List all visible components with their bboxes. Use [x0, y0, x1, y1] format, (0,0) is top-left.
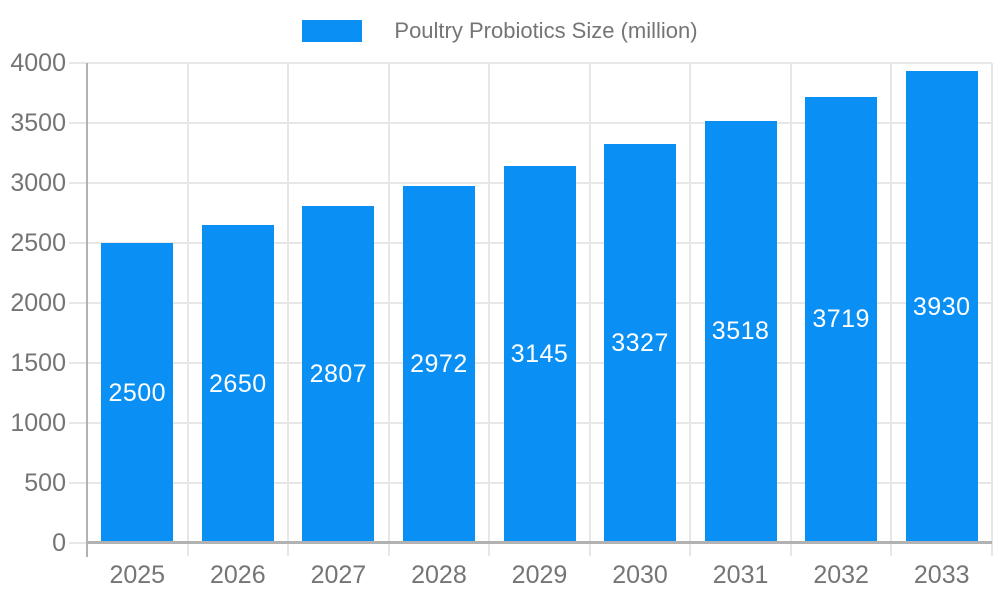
bar: 3327 — [604, 143, 677, 543]
x-axis-tick-label: 2032 — [813, 561, 869, 589]
x-axis-tick-label: 2031 — [712, 561, 769, 589]
bar: 2500 — [101, 243, 174, 543]
vertical-gridline — [287, 63, 290, 556]
bar: 3518 — [704, 120, 777, 543]
x-axis-tick-label: 2030 — [612, 561, 668, 589]
vertical-gridline — [689, 63, 692, 556]
x-axis-tick-label: 2026 — [210, 561, 266, 589]
y-axis-tick-label: 1000 — [10, 409, 66, 437]
legend-label: Poultry Probiotics Size (million) — [394, 18, 698, 43]
bar-value-label: 2500 — [108, 378, 167, 407]
bar-value-label: 3327 — [611, 328, 669, 357]
horizontal-gridline — [69, 122, 992, 124]
vertical-gridline — [789, 63, 792, 556]
x-axis-line — [87, 541, 992, 544]
x-axis-tick-label: 2025 — [109, 561, 166, 589]
vertical-gridline — [991, 63, 993, 556]
x-axis-tick-label: 2028 — [411, 561, 467, 589]
y-axis-tick-label: 3000 — [10, 169, 66, 197]
vertical-gridline — [387, 63, 390, 556]
bar-value-label: 3930 — [912, 292, 971, 321]
vertical-gridline — [588, 63, 591, 556]
legend-swatch-icon — [302, 20, 363, 42]
y-axis-tick-label: 1500 — [10, 349, 66, 377]
vertical-gridline — [488, 63, 491, 556]
y-axis-line — [86, 63, 88, 557]
bar-value-label: 3719 — [812, 305, 870, 334]
bar: 2650 — [201, 225, 274, 543]
y-axis-tick-label: 2500 — [10, 229, 66, 257]
x-axis-tick-label: 2033 — [913, 561, 970, 589]
x-axis-tick-label: 2029 — [511, 561, 568, 589]
y-axis-tick-label: 2000 — [10, 289, 66, 317]
bar: 2807 — [302, 206, 375, 543]
bar: 2972 — [402, 186, 475, 543]
y-axis-tick-label: 500 — [24, 469, 66, 497]
bar-value-label: 3518 — [711, 317, 770, 346]
legend: Poultry Probiotics Size (million) — [0, 18, 1000, 44]
x-axis-tick-label: 2027 — [310, 561, 367, 589]
plot-area: 2500 2650 2807 2972 3145 3327 3518 3719 3930 — [69, 62, 993, 557]
bar: 3930 — [905, 71, 978, 543]
vertical-gridline — [890, 63, 893, 556]
bar: 3719 — [805, 96, 878, 543]
bar-value-label: 2972 — [410, 350, 468, 379]
bar-value-label: 2807 — [309, 360, 368, 389]
legend-item[interactable]: Poultry Probiotics Size (million) — [302, 18, 698, 44]
y-axis-tick-label: 3500 — [10, 109, 66, 137]
bar: 3145 — [503, 165, 576, 543]
y-axis-tick-label: 0 — [52, 529, 66, 557]
bar-value-label: 3145 — [510, 339, 569, 368]
horizontal-gridline — [69, 62, 992, 64]
vertical-gridline — [186, 63, 189, 556]
bar-value-label: 2650 — [209, 369, 267, 398]
y-axis-tick-label: 4000 — [10, 49, 66, 77]
